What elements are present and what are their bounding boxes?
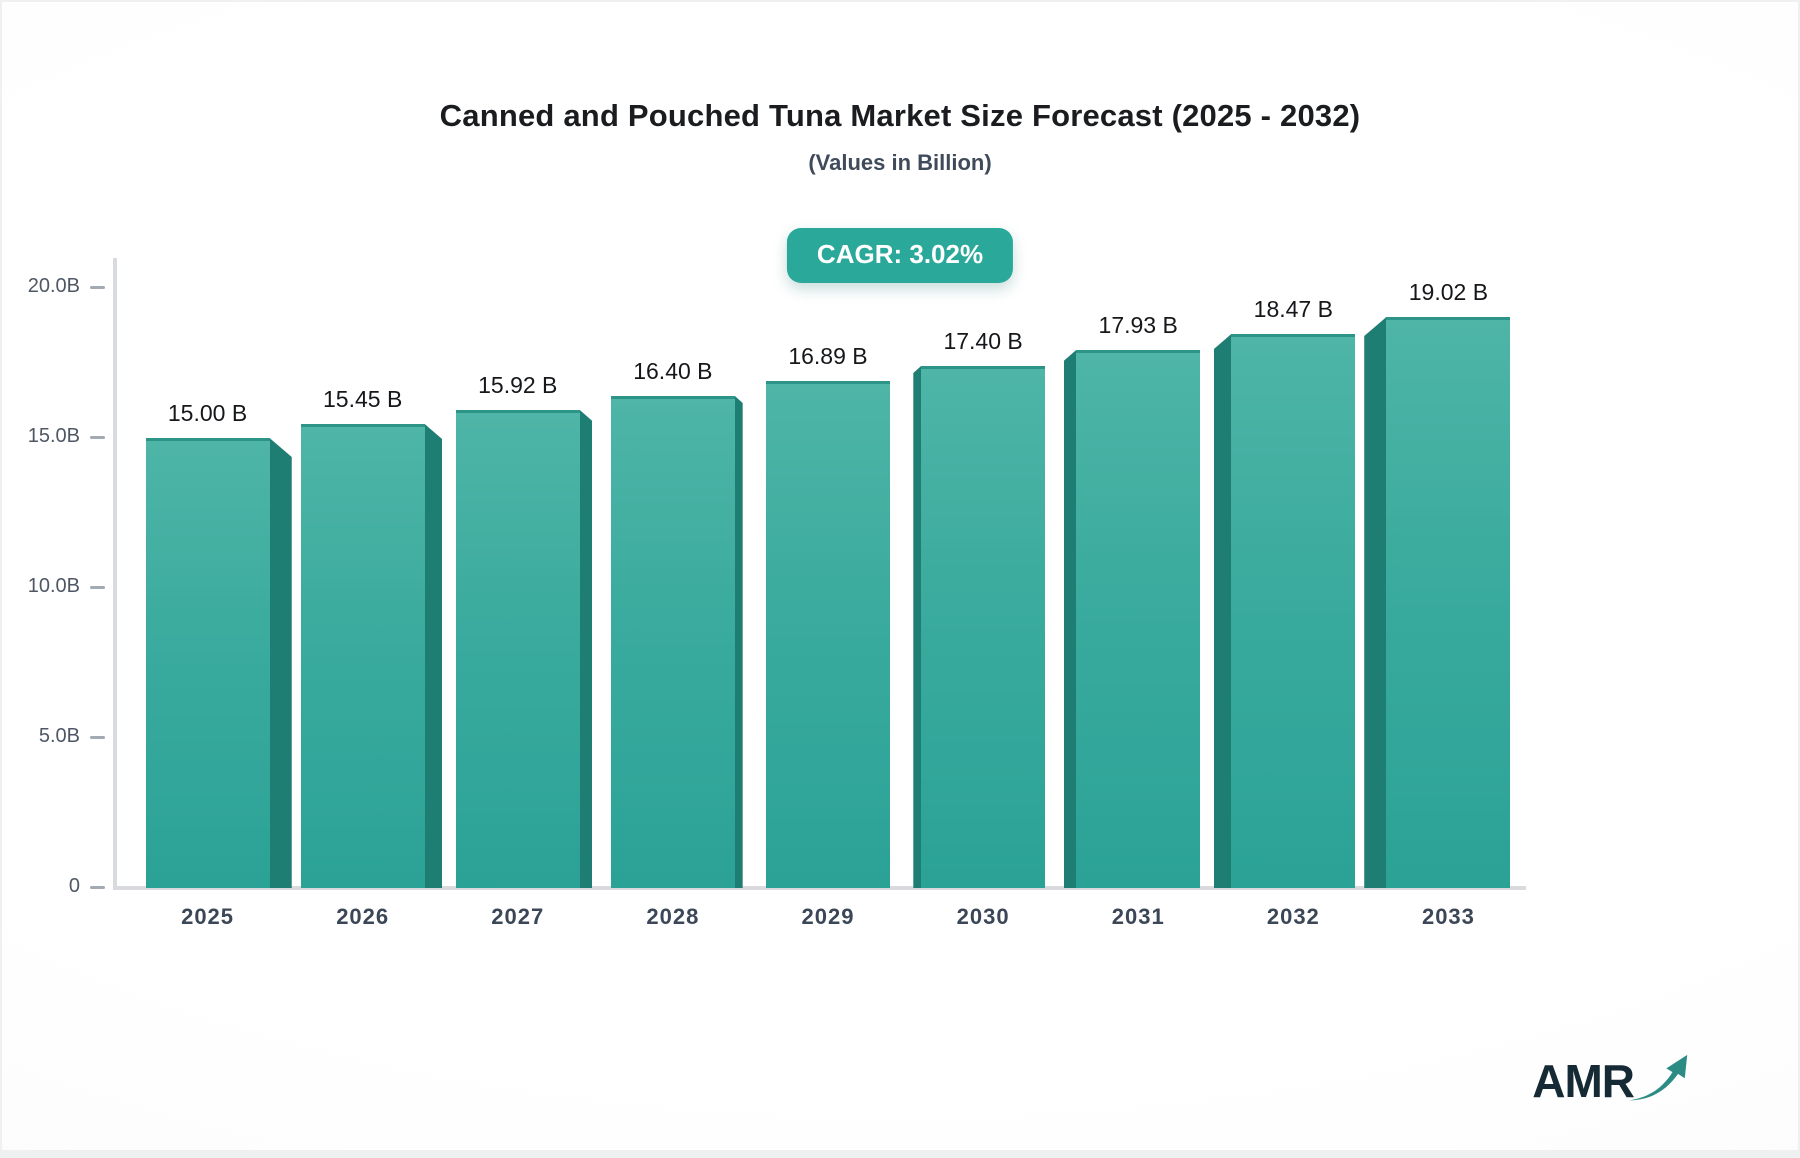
bar-2033: 19.02 B 2033 bbox=[1364, 279, 1526, 929]
y-tick-dash bbox=[90, 886, 105, 889]
bar-face bbox=[1386, 317, 1511, 888]
growth-arrow-icon bbox=[1629, 1054, 1688, 1101]
chart-subtitle: (Values in Billion) bbox=[808, 150, 992, 175]
x-tick-label: 2025 bbox=[181, 904, 235, 929]
y-tick-dash bbox=[90, 286, 105, 289]
y-tick-label: 5.0B bbox=[38, 725, 80, 747]
bar-2027: 15.92 B 2027 bbox=[440, 288, 595, 929]
bar-2032: 18.47 B 2032 bbox=[1213, 288, 1371, 929]
brand-logo: AMR bbox=[1532, 1050, 1690, 1107]
bar-2025: 15.00 B 2025 bbox=[130, 288, 292, 929]
x-axis-line bbox=[113, 886, 1526, 890]
bar-face bbox=[1076, 350, 1201, 888]
y-tick-label: 0 bbox=[68, 875, 80, 897]
bar-side-shadow bbox=[734, 396, 743, 888]
x-tick-label: 2033 bbox=[1421, 904, 1475, 929]
y-tick-label: 15.0B bbox=[27, 425, 80, 447]
brand-logo-text: AMR bbox=[1532, 1054, 1635, 1107]
bar-value-label: 17.93 B bbox=[1098, 312, 1178, 338]
bar-value-label: 17.40 B bbox=[943, 328, 1023, 354]
y-axis-line bbox=[113, 258, 117, 888]
bar-2030: 17.40 B 2030 bbox=[906, 288, 1061, 929]
bar-2026: 15.45 B 2026 bbox=[285, 288, 443, 929]
bar-side-shadow bbox=[424, 424, 443, 888]
bar-face bbox=[610, 396, 735, 888]
bar-face bbox=[1231, 334, 1356, 888]
x-tick-label: 2026 bbox=[336, 904, 390, 929]
bar-side-shadow bbox=[1364, 317, 1387, 888]
bar-value-label: 19.02 B bbox=[1408, 279, 1489, 305]
y-tick-dash bbox=[90, 736, 105, 739]
bar-2031: 17.93 B 2031 bbox=[1061, 288, 1216, 929]
bars: 15.00 B 2025 15.45 B 2026 15.92 B 2027 16.40 B… bbox=[130, 279, 1526, 929]
bar-face bbox=[300, 424, 425, 888]
bar-value-label: 15.00 B bbox=[167, 400, 248, 426]
bar-2029: 16.89 B 2029 bbox=[750, 288, 905, 929]
y-tick-label: 10.0B bbox=[27, 575, 80, 597]
y-tick-label: 20.0B bbox=[27, 275, 80, 297]
x-tick-label: 2030 bbox=[956, 904, 1010, 929]
bar-2028: 16.40 B 2028 bbox=[595, 288, 750, 929]
x-tick-label: 2031 bbox=[1111, 904, 1165, 929]
bar-value-label: 18.47 B bbox=[1253, 296, 1333, 322]
y-tick-dash bbox=[90, 586, 105, 589]
bar-value-label: 16.89 B bbox=[788, 343, 868, 369]
bar-face bbox=[145, 438, 270, 888]
bar-side-shadow bbox=[1213, 334, 1232, 888]
x-tick-label: 2027 bbox=[491, 904, 545, 929]
y-tick-dash bbox=[90, 436, 105, 439]
x-tick-label: 2028 bbox=[646, 904, 700, 929]
bar-value-label: 15.92 B bbox=[478, 372, 558, 398]
bar-side-shadow bbox=[1063, 350, 1077, 888]
bar-side-shadow bbox=[579, 410, 593, 888]
bar-face bbox=[921, 366, 1046, 888]
bar-value-label: 16.40 B bbox=[633, 358, 713, 384]
cagr-badge: CAGR: 3.02% bbox=[786, 228, 1014, 283]
bar-side-shadow bbox=[269, 438, 292, 888]
bar-face bbox=[765, 381, 890, 888]
x-tick-label: 2029 bbox=[801, 904, 855, 929]
chart-title: Canned and Pouched Tuna Market Size Fore… bbox=[439, 98, 1361, 133]
bar-side-shadow bbox=[913, 366, 922, 888]
bar-face bbox=[455, 410, 580, 888]
x-tick-label: 2032 bbox=[1266, 904, 1320, 929]
bar-value-label: 15.45 B bbox=[323, 386, 403, 412]
